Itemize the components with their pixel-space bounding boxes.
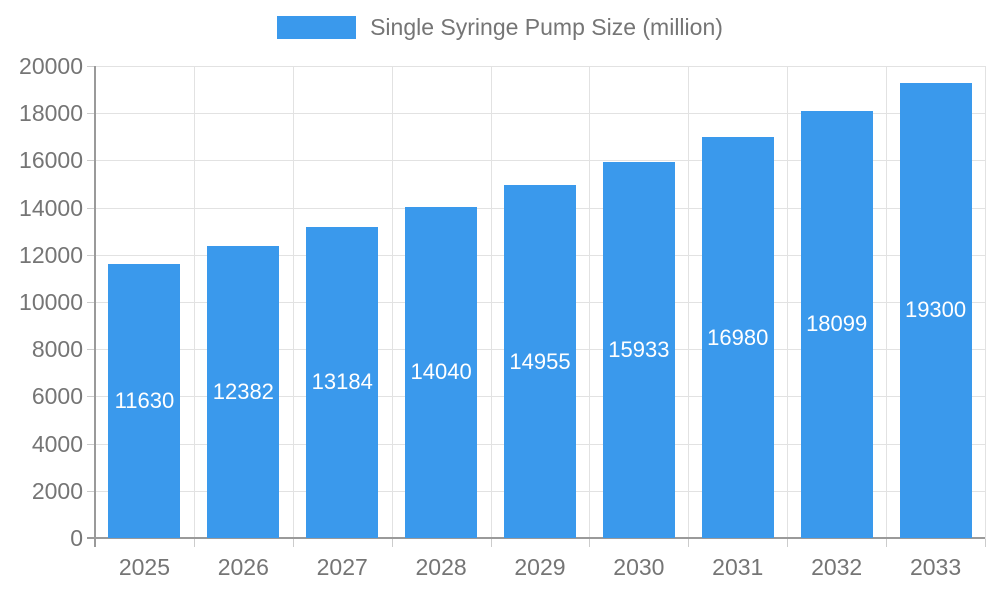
h-gridline <box>95 160 985 162</box>
y-axis-tick <box>87 254 95 256</box>
x-axis-tick <box>292 539 294 547</box>
y-axis-tick <box>87 113 95 115</box>
y-axis-label: 8000 <box>31 336 83 363</box>
y-axis-label: 20000 <box>19 53 83 79</box>
x-axis-label: 2033 <box>909 554 962 580</box>
x-axis-tick <box>985 539 986 547</box>
x-axis-label: 2025 <box>118 554 171 580</box>
v-gridline <box>292 66 294 539</box>
x-axis-line <box>87 537 985 539</box>
x-axis-label: 2030 <box>613 554 665 580</box>
x-axis-tick <box>391 539 393 547</box>
y-axis-tick <box>87 207 95 209</box>
bar-value-label: 11630 <box>114 387 175 413</box>
x-axis-tick <box>787 539 789 547</box>
y-axis-line <box>94 66 96 547</box>
x-axis-label: 2031 <box>712 554 764 580</box>
bar-value-label: 15933 <box>608 336 670 362</box>
v-gridline <box>688 66 690 539</box>
y-axis-label: 12000 <box>19 241 83 268</box>
y-axis-label: 6000 <box>31 383 83 410</box>
bar-value-label: 18099 <box>806 311 868 337</box>
v-gridline <box>391 66 393 539</box>
y-axis-label: 14000 <box>19 194 83 221</box>
bar-2028[interactable]: 14040 <box>405 206 478 538</box>
x-axis-label: 2029 <box>514 554 566 580</box>
bar-2032[interactable]: 18099 <box>800 110 873 538</box>
y-axis-label: 18000 <box>19 100 83 127</box>
bar-value-label: 19300 <box>904 297 967 323</box>
x-axis-tick <box>886 539 888 547</box>
x-axis-label: 2027 <box>316 554 368 580</box>
x-axis-tick <box>589 539 591 547</box>
x-axis-tick <box>193 539 195 547</box>
bar-2033[interactable]: 19300 <box>899 82 972 538</box>
x-axis-tick <box>490 539 492 547</box>
legend-swatch[interactable] <box>277 16 357 39</box>
bar-value-label: 14955 <box>509 348 571 374</box>
x-axis-label: 2032 <box>811 554 863 580</box>
bar-value-label: 12382 <box>212 378 274 404</box>
v-gridline <box>886 66 888 539</box>
legend-label[interactable]: Single Syringe Pump Size (million) <box>370 14 723 40</box>
y-axis-tick <box>87 66 95 67</box>
y-axis-tick <box>87 443 95 445</box>
x-axis-label: 2028 <box>415 554 467 580</box>
x-axis-tick <box>688 539 690 547</box>
v-gridline <box>490 66 492 539</box>
v-gridline <box>985 66 986 539</box>
bar-value-label: 16980 <box>707 324 769 350</box>
v-gridline <box>787 66 789 539</box>
y-axis-label: 16000 <box>19 147 83 174</box>
y-axis-label: 10000 <box>19 289 83 315</box>
y-axis-tick <box>87 349 95 351</box>
bar-2030[interactable]: 15933 <box>602 161 675 538</box>
y-axis-label: 4000 <box>31 430 83 457</box>
bar-2025[interactable]: 11630 <box>108 263 181 538</box>
bar-2029[interactable]: 14955 <box>504 185 576 538</box>
bar-2031[interactable]: 16980 <box>701 137 774 538</box>
v-gridline <box>589 66 591 539</box>
v-gridline <box>193 66 195 539</box>
y-axis-tick <box>87 396 95 398</box>
bar-2026[interactable]: 12382 <box>207 245 280 538</box>
y-axis-label: 2000 <box>31 477 83 504</box>
x-axis-label: 2026 <box>217 554 269 580</box>
bar-2027[interactable]: 13184 <box>306 226 379 538</box>
y-axis-tick <box>87 490 95 492</box>
bar-value-label: 14040 <box>410 359 472 385</box>
y-axis-tick <box>87 160 95 162</box>
h-gridline <box>95 66 985 67</box>
y-axis-label: 0 <box>70 525 83 551</box>
chart-legend: Single Syringe Pump Size (million) <box>0 14 1000 41</box>
bar-value-label: 13184 <box>311 369 373 395</box>
h-gridline <box>95 113 985 115</box>
y-axis-tick <box>87 302 95 303</box>
